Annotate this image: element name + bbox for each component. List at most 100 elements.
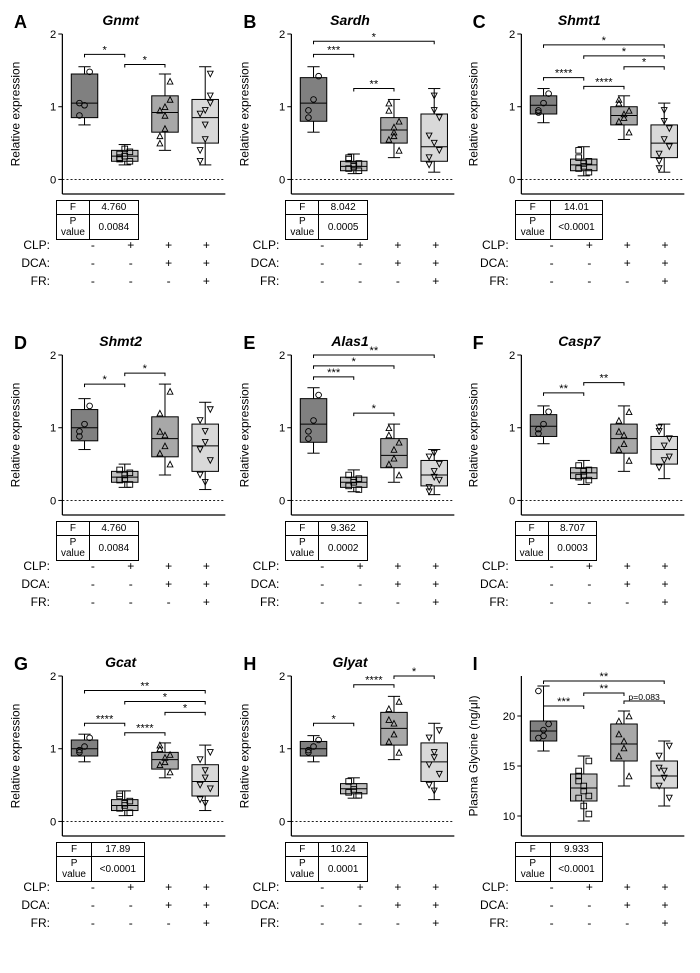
svg-text:*: * — [621, 46, 626, 58]
panel-B: BSardhRelative expression012******F8.042… — [237, 8, 462, 323]
svg-text:*: * — [601, 35, 606, 47]
svg-text:**: ** — [599, 683, 608, 695]
svg-text:2: 2 — [279, 350, 285, 362]
svg-text:*: * — [412, 666, 417, 678]
stats-table: F9.362P value0.0002 — [285, 521, 368, 561]
panel-title: Sardh — [237, 12, 462, 28]
svg-text:*: * — [183, 702, 188, 714]
svg-text:*: * — [372, 31, 377, 43]
condition-labels: CLP:-+++DCA:--++FR:---+ — [243, 878, 454, 932]
panel-F: FCasp7Relative expression012****F8.707P … — [467, 329, 692, 644]
svg-text:0: 0 — [509, 175, 515, 187]
panel-title: Glyat — [237, 654, 462, 670]
y-axis-label: Relative expression — [6, 355, 24, 515]
condition-labels: CLP:-+++DCA:--++FR:---+ — [473, 236, 684, 290]
stats-table: F8.707P value0.0003 — [515, 521, 598, 561]
plot-area: 012**** — [501, 355, 684, 515]
svg-text:2: 2 — [279, 29, 285, 41]
svg-text:*: * — [163, 692, 168, 704]
panel-title: Shmt2 — [8, 333, 233, 349]
panel-E: EAlas1Relative expression012*******F9.36… — [237, 329, 462, 644]
plot-area: 012** — [42, 355, 225, 515]
svg-text:***: *** — [557, 696, 571, 708]
svg-text:10: 10 — [502, 811, 514, 823]
condition-labels: CLP:-+++DCA:--++FR:---+ — [14, 557, 225, 611]
svg-text:1: 1 — [509, 423, 515, 435]
y-axis-label: Relative expression — [465, 355, 483, 515]
y-axis-label: Relative expression — [235, 34, 253, 194]
svg-text:1: 1 — [509, 102, 515, 114]
svg-text:20: 20 — [502, 711, 514, 723]
panel-D: DShmt2Relative expression012**F4.760P va… — [8, 329, 233, 644]
panel-H: HGlyatRelative expression012******F10.24… — [237, 650, 462, 965]
panel-title: Casp7 — [467, 333, 692, 349]
panel-title: Gnmt — [8, 12, 233, 28]
svg-text:1: 1 — [279, 423, 285, 435]
svg-text:*: * — [102, 374, 107, 386]
svg-text:*: * — [352, 356, 357, 368]
y-axis-label: Relative expression — [235, 676, 253, 836]
y-axis-label: Relative expression — [235, 355, 253, 515]
svg-text:*: * — [102, 44, 107, 56]
stats-table: F8.042P value0.0005 — [285, 200, 368, 240]
svg-text:1: 1 — [50, 102, 56, 114]
condition-labels: CLP:-+++DCA:--++FR:---+ — [14, 878, 225, 932]
svg-text:15: 15 — [502, 761, 514, 773]
svg-text:*: * — [372, 403, 377, 415]
plot-area: 012****** — [271, 676, 454, 836]
svg-text:0: 0 — [50, 496, 56, 508]
stats-table: F17.89P value<0.0001 — [56, 842, 145, 882]
svg-text:****: **** — [595, 76, 613, 88]
stats-table: F14.01P value<0.0001 — [515, 200, 604, 240]
svg-text:1: 1 — [279, 744, 285, 756]
svg-text:p=0.083: p=0.083 — [628, 692, 660, 702]
plot-area: 012** — [42, 34, 225, 194]
y-axis-label: Relative expression — [6, 676, 24, 836]
svg-text:**: ** — [141, 681, 150, 693]
plot-area: 012************ — [42, 676, 225, 836]
panel-title: Gcat — [8, 654, 233, 670]
panel-title: Shmt1 — [467, 12, 692, 28]
plot-area: 012******* — [271, 355, 454, 515]
stats-table: F10.24P value0.0001 — [285, 842, 368, 882]
condition-labels: CLP:-+++DCA:--++FR:---+ — [473, 557, 684, 611]
panel-G: GGcatRelative expression012************F… — [8, 650, 233, 965]
svg-text:****: **** — [96, 713, 114, 725]
svg-text:1: 1 — [50, 744, 56, 756]
plot-area: 012****** — [271, 34, 454, 194]
stats-table: F9.933P value<0.0001 — [515, 842, 604, 882]
svg-text:2: 2 — [509, 350, 515, 362]
svg-text:****: **** — [365, 675, 383, 687]
svg-text:***: *** — [327, 367, 341, 379]
panel-letter: I — [473, 654, 478, 675]
condition-labels: CLP:-+++DCA:--++FR:---+ — [14, 236, 225, 290]
svg-text:2: 2 — [50, 29, 56, 41]
panel-title: Alas1 — [237, 333, 462, 349]
svg-text:2: 2 — [50, 671, 56, 683]
panel-C: CShmt1Relative expression012***********F… — [467, 8, 692, 323]
svg-text:0: 0 — [509, 496, 515, 508]
plot-area: 101520*****p=0.083** — [501, 676, 684, 836]
svg-text:2: 2 — [279, 671, 285, 683]
svg-text:***: *** — [327, 44, 341, 56]
svg-text:**: ** — [559, 383, 568, 395]
svg-text:**: ** — [599, 671, 608, 683]
svg-text:**: ** — [599, 373, 608, 385]
svg-text:****: **** — [136, 723, 154, 735]
svg-text:0: 0 — [50, 817, 56, 829]
svg-text:*: * — [642, 57, 647, 69]
svg-text:1: 1 — [279, 102, 285, 114]
svg-text:*: * — [332, 713, 337, 725]
stats-table: F4.760P value0.0084 — [56, 200, 139, 240]
stats-table: F4.760P value0.0084 — [56, 521, 139, 561]
svg-text:0: 0 — [50, 175, 56, 187]
svg-text:0: 0 — [279, 175, 285, 187]
y-axis-label: Relative expression — [465, 34, 483, 194]
svg-text:0: 0 — [279, 496, 285, 508]
svg-text:**: ** — [370, 79, 379, 91]
svg-text:**: ** — [370, 345, 379, 357]
svg-text:****: **** — [555, 68, 573, 80]
svg-text:2: 2 — [50, 350, 56, 362]
condition-labels: CLP:-+++DCA:--++FR:---+ — [243, 236, 454, 290]
y-axis-label: Relative expression — [6, 34, 24, 194]
